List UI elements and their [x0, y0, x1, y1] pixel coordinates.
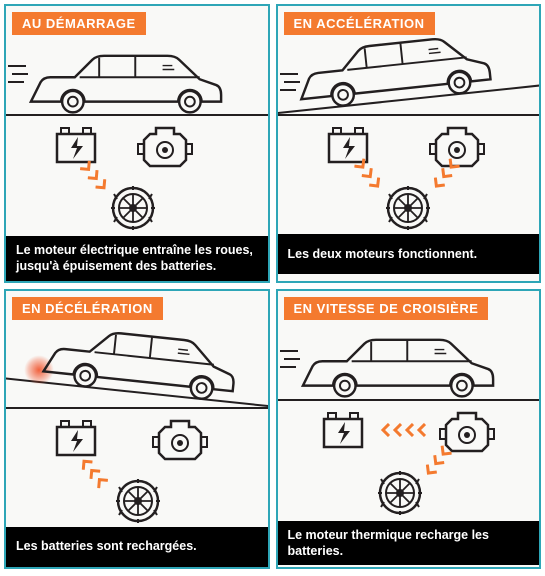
battery-icon: [51, 122, 101, 167]
panel-caption: Le moteur thermique recharge les batteri…: [278, 521, 540, 566]
panel-title: EN ACCÉLÉRATION: [284, 12, 435, 35]
panel-title: AU DÉMARRAGE: [12, 12, 146, 35]
flow-battery-to-wheel: [353, 157, 385, 192]
energy-flow-area: [6, 407, 268, 527]
energy-flow-area: [278, 114, 540, 234]
panel-accel: EN ACCÉLÉRATION Les deux moteurs fonctio…: [276, 4, 542, 283]
wheel-icon: [386, 186, 430, 230]
engine-icon: [136, 122, 194, 170]
panel-caption: Les deux moteurs fonctionnent.: [278, 234, 540, 274]
panel-caption: Les batteries sont rechargées.: [6, 527, 268, 567]
flow-engine-to-battery: [380, 423, 426, 437]
engine-icon: [151, 415, 209, 463]
energy-flow-area: [278, 401, 540, 521]
panel-startup: AU DÉMARRAGE Le moteur électrique entraî…: [4, 4, 270, 283]
car-icon: [37, 318, 243, 407]
energy-flow-area: [6, 116, 268, 236]
car-icon: [290, 25, 496, 114]
wheel-icon: [111, 186, 155, 230]
battery-icon: [318, 407, 368, 452]
panel-caption: Le moteur électrique entraîne les roues,…: [6, 236, 268, 281]
panel-title: EN DÉCÉLÉRATION: [12, 297, 163, 320]
panel-cruise: EN VITESSE DE CROISIÈRE Le moteur thermi…: [276, 289, 542, 569]
battery-icon: [51, 415, 101, 460]
car-icon: [298, 332, 498, 400]
panel-decel: EN DÉCÉLÉRATION Les batteries sont recha…: [4, 289, 270, 569]
wheel-icon: [378, 471, 422, 515]
car-icon: [26, 48, 226, 116]
panel-title: EN VITESSE DE CROISIÈRE: [284, 297, 489, 320]
flow-engine-to-wheel: [421, 444, 453, 479]
infographic-grid: AU DÉMARRAGE Le moteur électrique entraî…: [0, 0, 545, 573]
wheel-icon: [116, 479, 160, 523]
